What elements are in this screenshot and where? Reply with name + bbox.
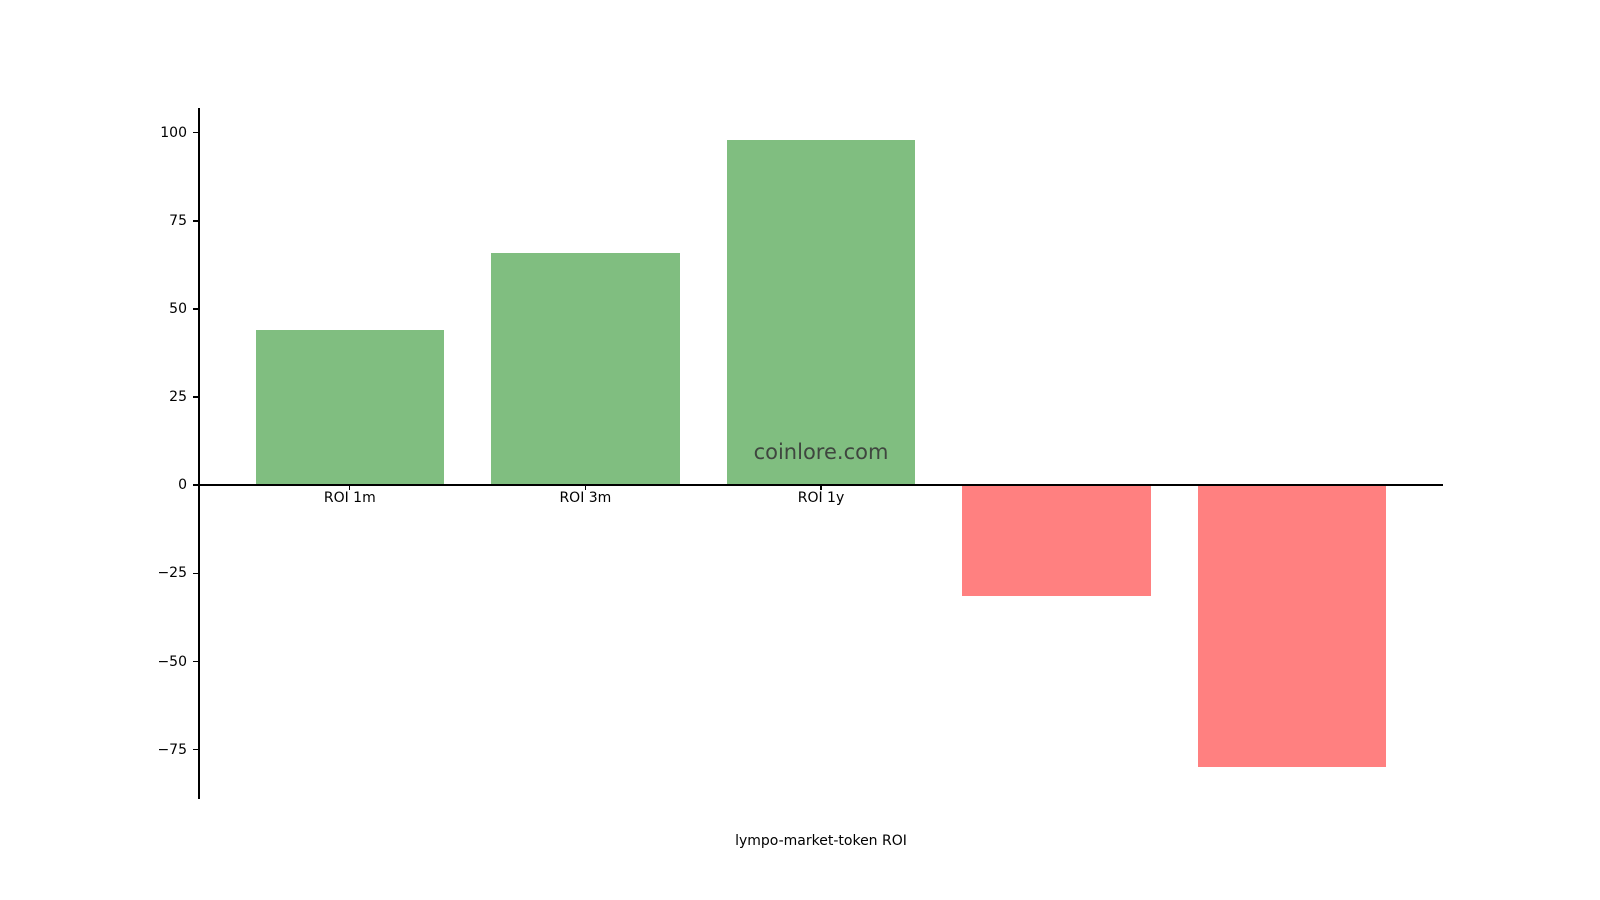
y-tick-label: 75 <box>169 212 187 229</box>
y-tick-label: 50 <box>169 300 187 317</box>
y-tick-label: −75 <box>157 741 187 758</box>
x-tick-mark <box>349 485 351 491</box>
roi-bar <box>255 330 445 486</box>
y-axis-spine <box>198 108 200 799</box>
y-tick-mark <box>193 396 199 398</box>
roi-bar <box>962 486 1151 597</box>
x-axis-zero-line <box>198 484 1443 486</box>
y-tick-label: 100 <box>160 124 187 141</box>
y-tick-mark <box>193 308 199 310</box>
y-tick-label: −50 <box>157 653 187 670</box>
y-tick-mark <box>193 660 199 663</box>
roi-bar <box>491 252 680 486</box>
y-tick-mark <box>193 572 199 575</box>
x-tick-label: ROI 1y <box>797 490 845 507</box>
y-tick-mark <box>193 131 199 134</box>
y-tick-mark <box>193 220 199 222</box>
x-tick-mark <box>820 485 822 491</box>
x-tick-label: ROI 1m <box>323 490 376 507</box>
y-tick-label: 25 <box>169 389 187 406</box>
x-tick-mark <box>584 485 587 491</box>
y-tick-mark <box>193 748 199 751</box>
x-tick-label: ROI 3m <box>559 490 612 507</box>
y-tick-label: −25 <box>157 565 187 582</box>
roi-bar <box>1197 486 1387 768</box>
y-tick-mark <box>193 484 199 486</box>
chart-title: lympo-market-token ROI <box>735 833 907 849</box>
y-tick-label: 0 <box>178 477 187 494</box>
watermark-text: coinlore.com <box>753 440 889 464</box>
roi-bar <box>726 139 916 486</box>
